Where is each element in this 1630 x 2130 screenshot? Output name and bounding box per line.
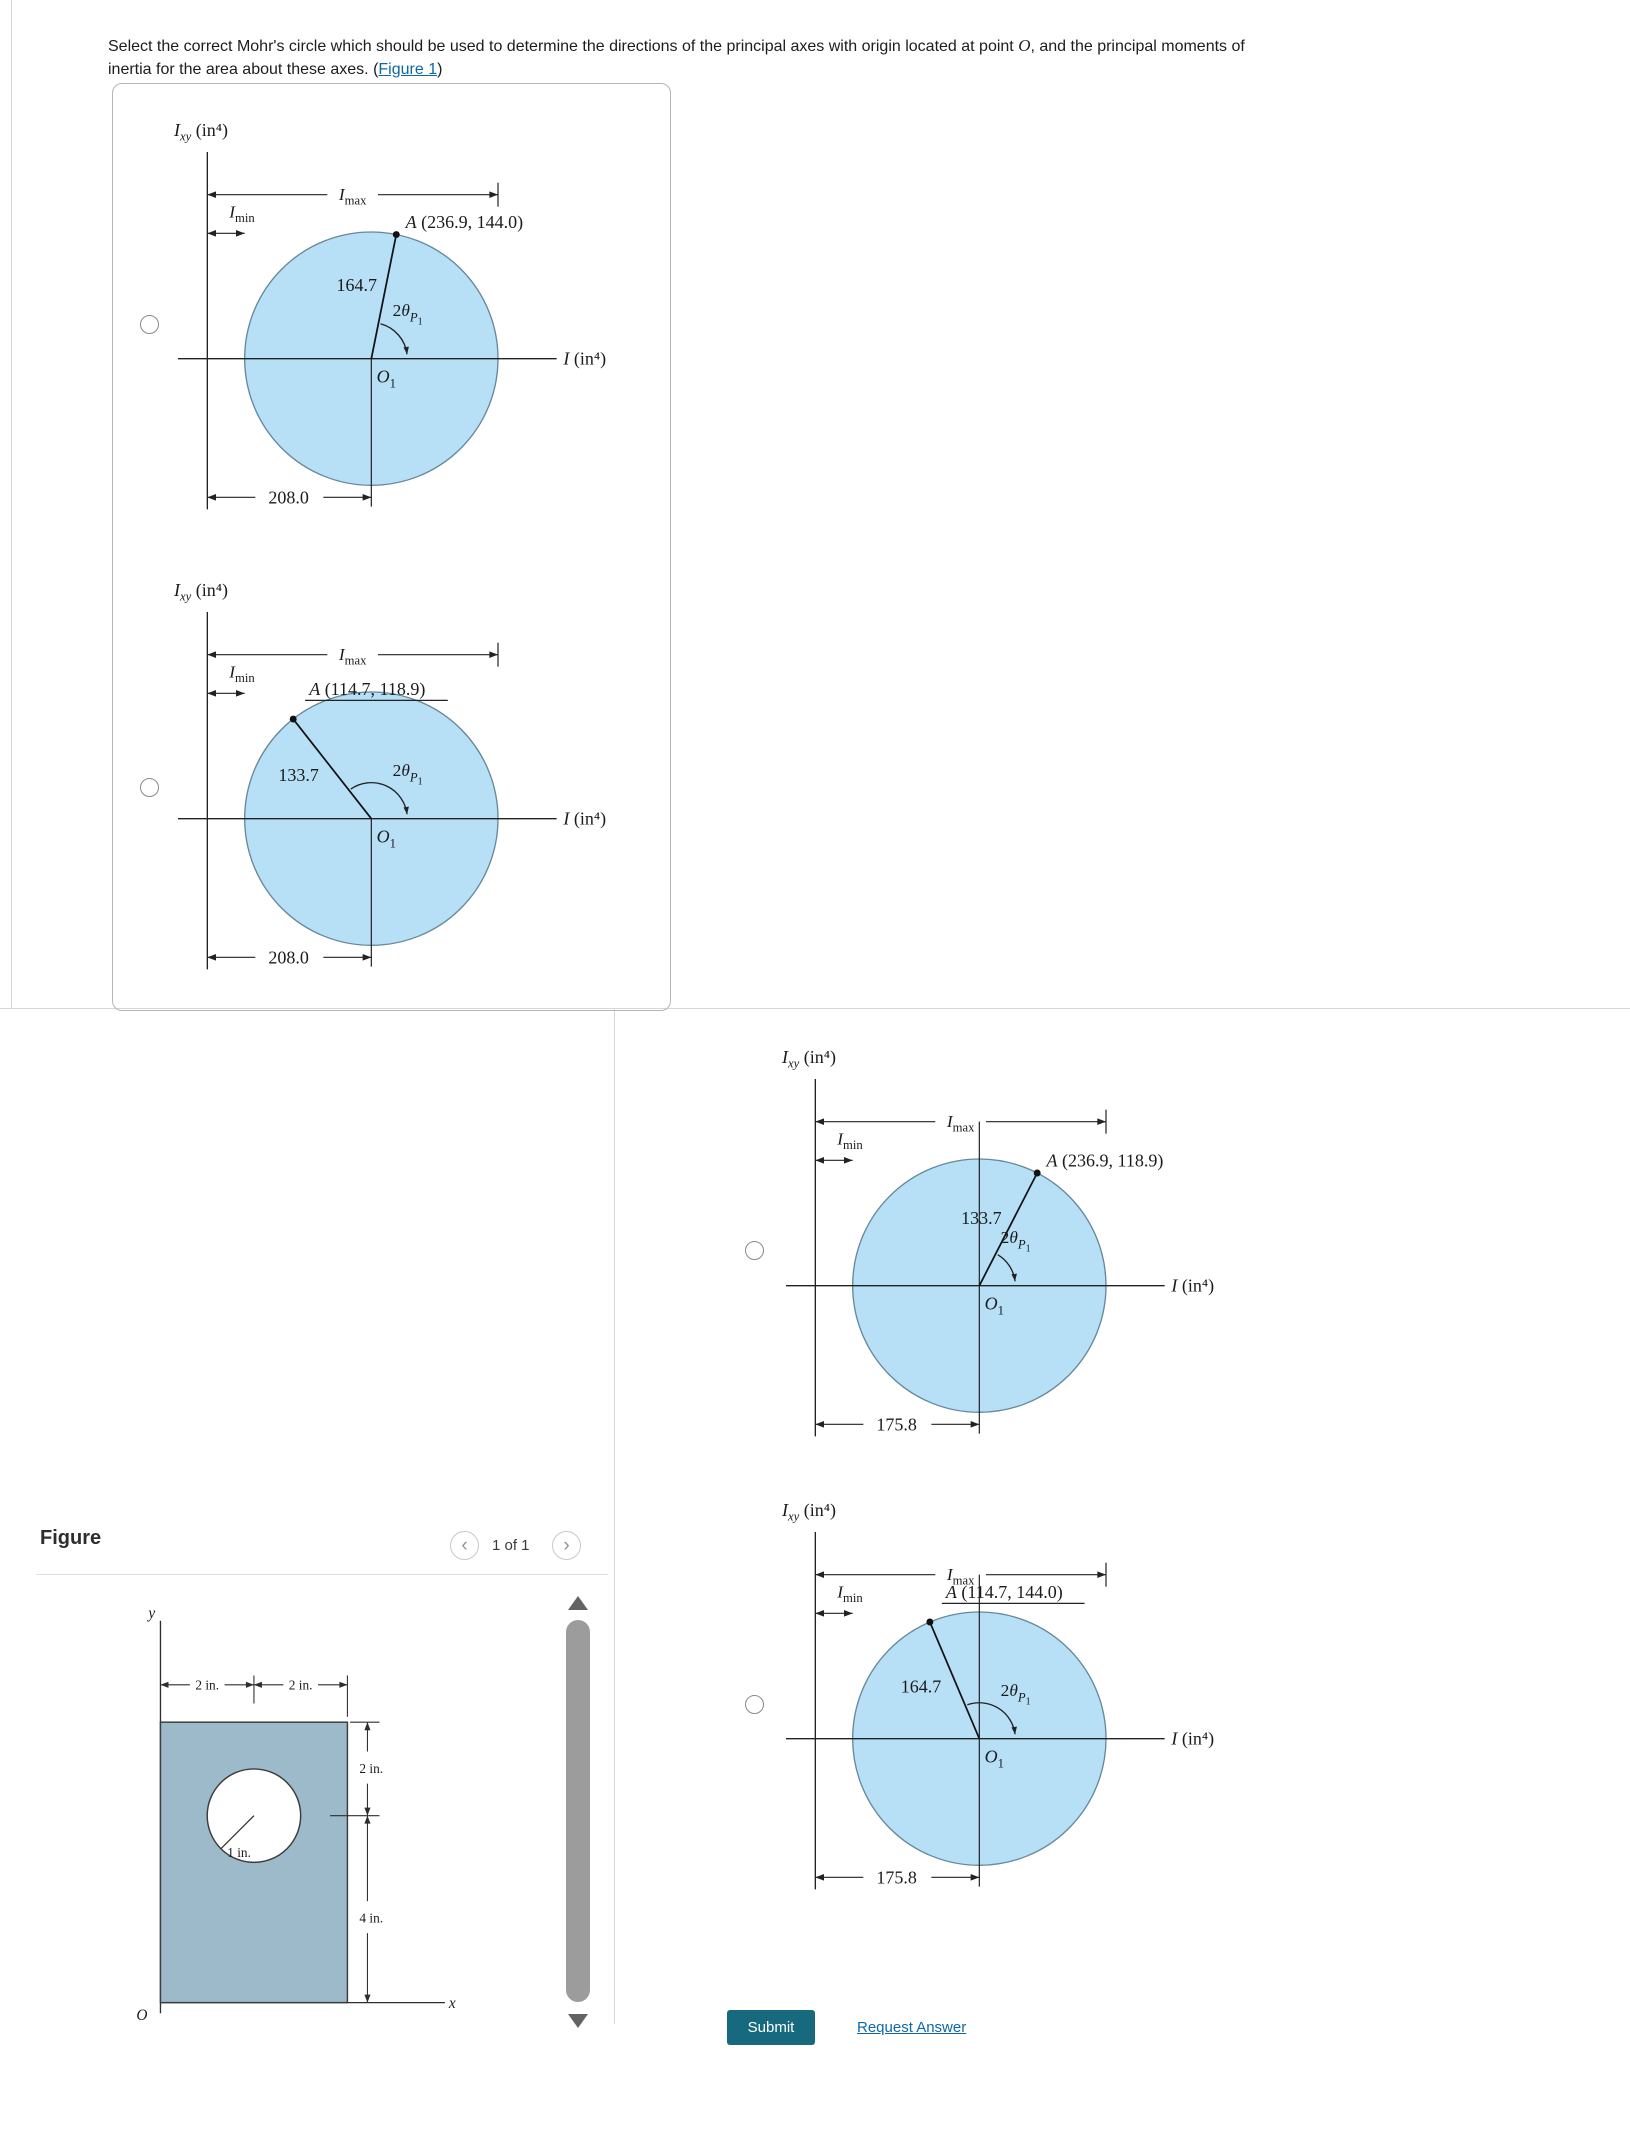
mohr-diagram-option-3: Ixy (in⁴) I (in⁴) Imax Imin 175.8 A (236.9, 1… (775, 1039, 1229, 1484)
point-a-label: A (114.7, 118.9) (308, 679, 425, 700)
dim-side-lower: 4 in. (359, 1910, 383, 1925)
ixy-axis-label: Ixy (in⁴) (173, 580, 228, 604)
figure-scrollbar (564, 1594, 592, 2030)
pane-divider (614, 1009, 615, 2024)
hole-radius-label: 1 in. (227, 1845, 251, 1860)
option-2-radio[interactable] (140, 778, 159, 797)
point-a-dot (926, 1618, 934, 1626)
center-o1-label: O1 (985, 1294, 1004, 1318)
angle-label: 2θP1 (393, 761, 423, 788)
y-axis-label: y (146, 1605, 155, 1622)
imin-label: Imin (228, 662, 255, 685)
point-a-dot (1033, 1169, 1041, 1177)
angle-label: 2θP1 (1001, 1681, 1031, 1708)
i-axis-label: I (in⁴) (562, 349, 606, 370)
point-a-label: A (114.7, 144.0) (945, 1582, 1063, 1603)
scroll-thumb[interactable] (566, 1620, 590, 2002)
center-o1-label: O1 (985, 1747, 1004, 1771)
ixy-axis-label: Ixy (in⁴) (781, 1047, 836, 1071)
origin-symbol: O (1018, 36, 1031, 55)
option-3-radio[interactable] (745, 1241, 764, 1260)
question-text: Select the correct Mohr's circle which s… (108, 34, 1598, 81)
answer-options-panel (112, 83, 671, 1011)
point-a-dot (392, 231, 400, 238)
option-4-radio[interactable] (745, 1695, 764, 1714)
dim-top-right: 2 in. (289, 1677, 313, 1692)
cross-section-figure: y x O 1 in. 2 in. 2 in. 2 in. 4 in. (136, 1605, 456, 2024)
dim-side-upper: 2 in. (359, 1761, 383, 1776)
mohr-circle-svg: Ixy (in⁴) I (in⁴) Imax Imin 175.8 A (114.7, 1… (781, 1500, 1214, 1890)
submit-row: Submit Request Answer (727, 2010, 966, 2045)
angle-label: 2θP1 (1001, 1228, 1031, 1255)
question-part3: inertia for the area about these axes. (108, 61, 374, 78)
question-part1: Select the correct Mohr's circle which s… (108, 38, 1019, 55)
hole-radius-line (220, 1815, 255, 1850)
mohr-diagram-option-4: Ixy (in⁴) I (in⁴) Imax Imin 175.8 A (114.7, 1… (775, 1492, 1229, 1937)
option-1-radio[interactable] (140, 315, 159, 334)
point-a-label: A (236.9, 144.0) (405, 212, 524, 233)
ixy-axis-label: Ixy (in⁴) (173, 120, 228, 144)
radius-value-label: 164.7 (901, 1676, 942, 1696)
scroll-down-arrow-icon[interactable] (568, 2014, 588, 2028)
submit-button[interactable]: Submit (727, 2010, 815, 2045)
figure-next-button[interactable]: › (552, 1531, 581, 1560)
center-o1-label: O1 (377, 367, 396, 391)
paren-open: ( (373, 61, 379, 78)
imax-label: Imax (946, 1112, 975, 1135)
center-distance-label: 175.8 (876, 1414, 917, 1434)
imax-label: Imax (946, 1565, 975, 1588)
figure-container: y x O 1 in. 2 in. 2 in. 2 in. 4 in. (127, 1602, 461, 2041)
point-a-label: A (236.9, 118.9) (1046, 1150, 1164, 1171)
item-left-border (11, 0, 12, 1008)
center-o1-label: O1 (377, 827, 396, 851)
center-distance-label: 175.8 (876, 1867, 917, 1887)
mohr-circle-svg: Ixy (in⁴) I (in⁴) Imax Imin 208.0 A (114.7, 1… (173, 580, 606, 970)
request-answer-link[interactable]: Request Answer (857, 2019, 967, 2036)
radius-value-label: 133.7 (961, 1208, 1002, 1228)
imax-label: Imax (338, 185, 367, 208)
chevron-left-icon: ‹ (461, 1535, 468, 1556)
figure-header-divider (36, 1574, 608, 1575)
radius-value-label: 133.7 (278, 765, 319, 785)
origin-label: O (136, 2007, 147, 2024)
dim-top-left: 2 in. (195, 1677, 219, 1692)
mohr-circle-svg: Ixy (in⁴) I (in⁴) Imax Imin 208.0 A (236.9, 1… (173, 120, 606, 510)
question-part2: , and the principal moments of (1030, 38, 1245, 55)
mohr-diagram-option-1: Ixy (in⁴) I (in⁴) Imax Imin 208.0 A (236.9, 1… (167, 112, 621, 557)
angle-label: 2θP1 (393, 301, 423, 328)
imin-label: Imin (836, 1582, 863, 1605)
imax-label: Imax (338, 645, 367, 668)
point-a-dot (289, 715, 297, 723)
chevron-right-icon: › (563, 1535, 570, 1556)
imin-label: Imin (836, 1129, 863, 1152)
figure-prev-button[interactable]: ‹ (450, 1531, 479, 1560)
figure-page-indicator: 1 of 1 (492, 1537, 530, 1554)
mohr-diagram-option-2: Ixy (in⁴) I (in⁴) Imax Imin 208.0 A (114.7, 1… (167, 572, 621, 1017)
center-distance-label: 208.0 (268, 947, 309, 967)
paren-close: ) (437, 61, 443, 78)
scroll-up-arrow-icon[interactable] (568, 1596, 588, 1610)
i-axis-label: I (in⁴) (1170, 1729, 1214, 1750)
figure-panel-title: Figure (40, 1527, 102, 1549)
section-divider (0, 1008, 1630, 1009)
imin-label: Imin (228, 202, 255, 225)
i-axis-label: I (in⁴) (1170, 1276, 1214, 1297)
figure-1-link[interactable]: Figure 1 (378, 61, 438, 78)
radius-value-label: 164.7 (337, 275, 378, 295)
x-axis-label: x (448, 1995, 456, 2012)
i-axis-label: I (in⁴) (562, 809, 606, 830)
center-distance-label: 208.0 (268, 487, 309, 507)
ixy-axis-label: Ixy (in⁴) (781, 1500, 836, 1524)
mohr-circle-svg: Ixy (in⁴) I (in⁴) Imax Imin 175.8 A (236.9, 1… (781, 1047, 1214, 1437)
